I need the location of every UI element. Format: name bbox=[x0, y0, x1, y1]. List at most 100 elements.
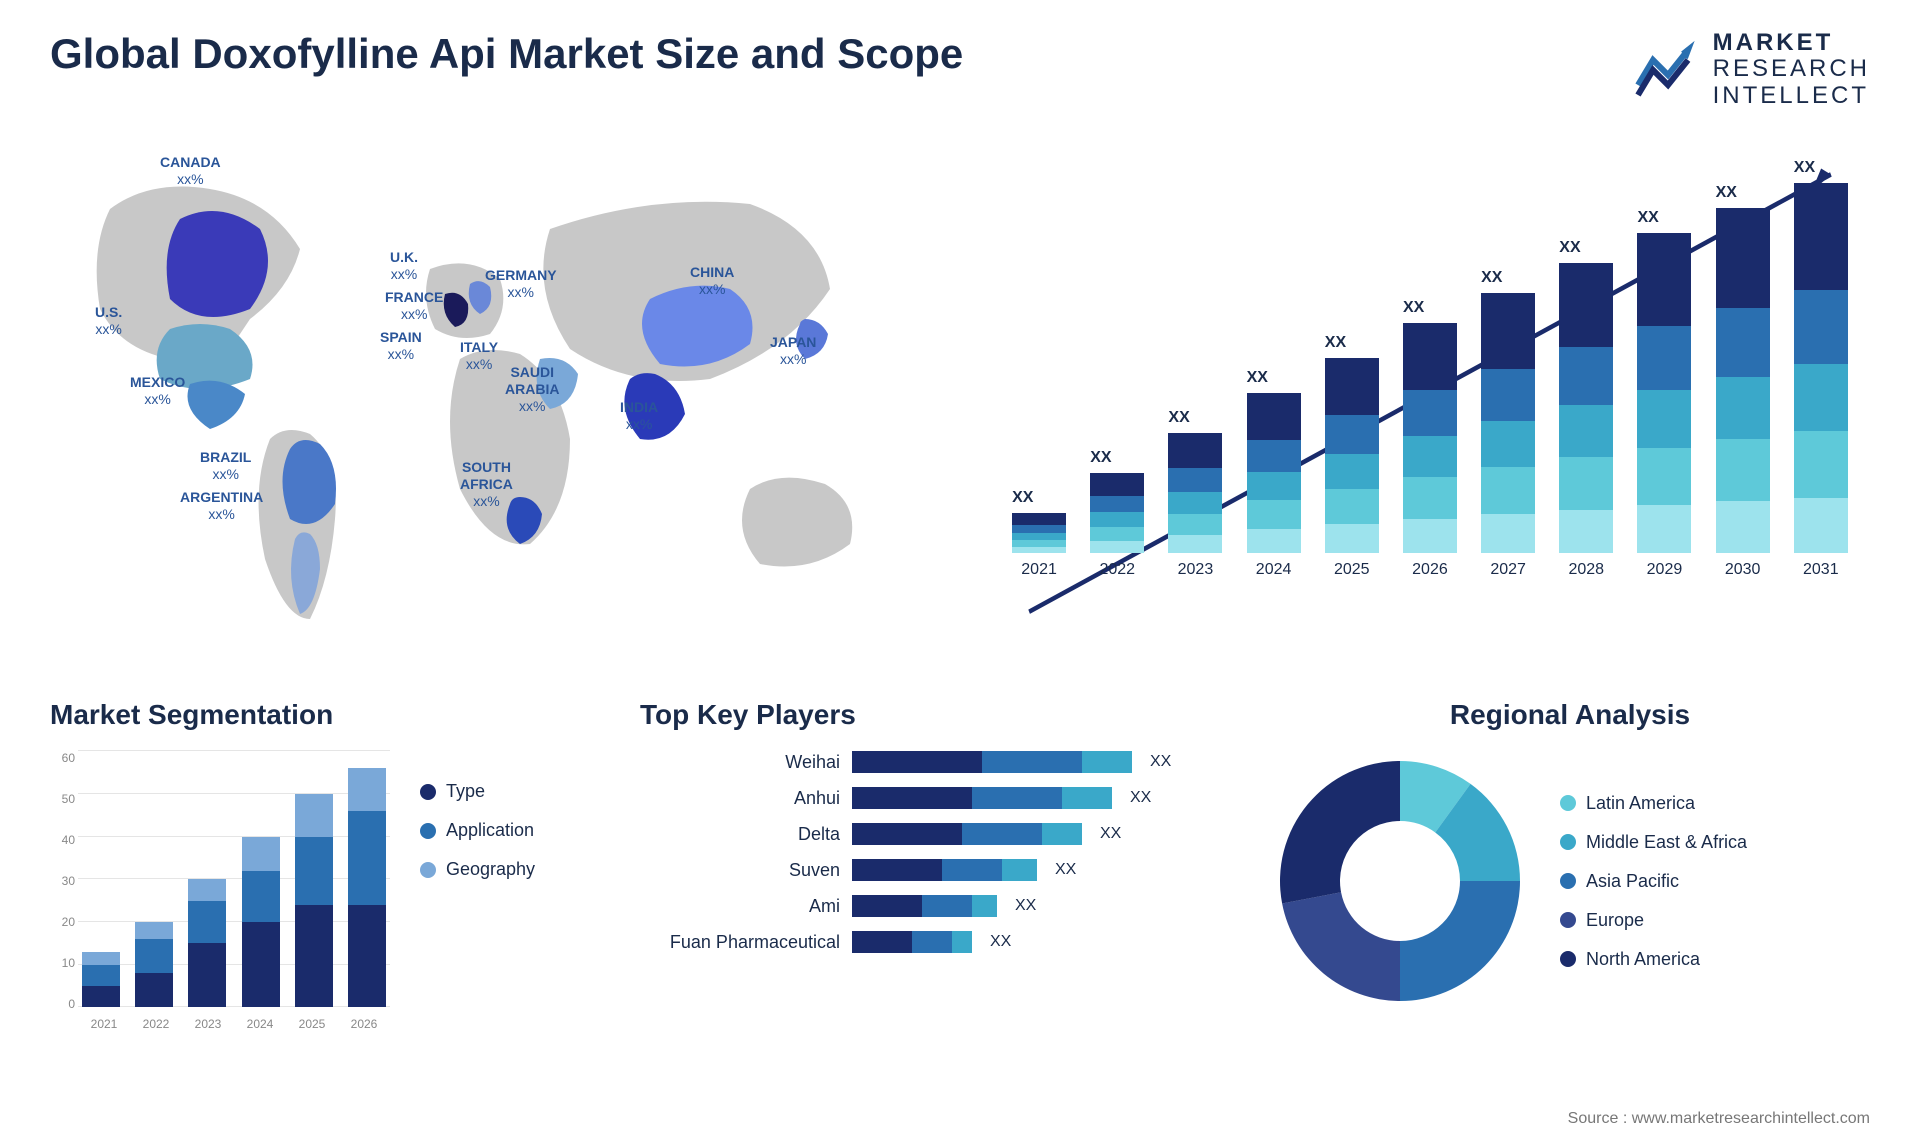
players-title: Top Key Players bbox=[640, 699, 1240, 731]
player-bar bbox=[852, 751, 1132, 773]
growth-year-label: 2030 bbox=[1725, 561, 1761, 579]
player-value: XX bbox=[990, 933, 1011, 951]
map-label-japan: JAPANxx% bbox=[770, 334, 816, 368]
growth-bar-2026: XX2026 bbox=[1401, 323, 1459, 579]
seg-legend-label: Type bbox=[446, 781, 485, 802]
regional-legend-label: Europe bbox=[1586, 910, 1644, 931]
segmentation-chart: 0102030405060 202120222023202420252026 bbox=[50, 751, 390, 1031]
seg-legend-item: Geography bbox=[420, 859, 535, 880]
growth-year-label: 2031 bbox=[1803, 561, 1839, 579]
player-value: XX bbox=[1055, 861, 1076, 879]
seg-bar-2026 bbox=[348, 768, 386, 1007]
player-name: Delta bbox=[640, 824, 840, 845]
seg-year-label: 2025 bbox=[299, 1017, 326, 1031]
growth-bar-2021: XX2021 bbox=[1010, 513, 1068, 579]
segmentation-section: Market Segmentation 0102030405060 202120… bbox=[50, 699, 610, 1031]
world-map: CANADAxx% U.S.xx% MEXICOxx% BRAZILxx% ARGENT… bbox=[50, 139, 950, 659]
donut-slice bbox=[1282, 892, 1400, 1001]
seg-legend-item: Type bbox=[420, 781, 535, 802]
growth-bar-value: XX bbox=[1012, 489, 1033, 507]
player-row: Suven XX bbox=[640, 859, 1240, 881]
seg-year-label: 2024 bbox=[247, 1017, 274, 1031]
map-label-uk: U.K.xx% bbox=[390, 249, 418, 283]
players-chart: WeihaiXXAnhuiXXDeltaXXSuvenXXAmiXXFuan P… bbox=[640, 751, 1240, 953]
player-row: DeltaXX bbox=[640, 823, 1240, 845]
seg-legend-label: Application bbox=[446, 820, 534, 841]
seg-year-label: 2026 bbox=[351, 1017, 378, 1031]
player-name: Ami bbox=[640, 896, 840, 917]
growth-bar-value: XX bbox=[1247, 369, 1268, 387]
map-label-saudiarabia: SAUDIARABIAxx% bbox=[505, 364, 559, 414]
player-name: Suven bbox=[640, 860, 840, 881]
logo-text-2: RESEARCH bbox=[1713, 56, 1870, 82]
regional-legend-item: Asia Pacific bbox=[1560, 871, 1747, 892]
growth-bar-2027: XX2027 bbox=[1479, 293, 1537, 579]
player-value: XX bbox=[1130, 789, 1151, 807]
map-label-italy: ITALYxx% bbox=[460, 339, 498, 373]
regional-legend-label: Asia Pacific bbox=[1586, 871, 1679, 892]
player-value: XX bbox=[1015, 897, 1036, 915]
growth-chart: XX2021XX2022XX2023XX2024XX2025XX2026XX20… bbox=[990, 139, 1870, 659]
player-value: XX bbox=[1150, 753, 1171, 771]
seg-bar-2024 bbox=[242, 837, 280, 1008]
seg-bar-2022 bbox=[135, 922, 173, 1007]
map-label-mexico: MEXICOxx% bbox=[130, 374, 185, 408]
regional-legend: Latin AmericaMiddle East & AfricaAsia Pa… bbox=[1560, 793, 1747, 970]
legend-dot-icon bbox=[1560, 795, 1576, 811]
map-label-southafrica: SOUTHAFRICAxx% bbox=[460, 459, 513, 509]
growth-year-label: 2026 bbox=[1412, 561, 1448, 579]
seg-legend-label: Geography bbox=[446, 859, 535, 880]
legend-dot-icon bbox=[420, 862, 436, 878]
donut-slice bbox=[1400, 881, 1520, 1001]
growth-bar-2030: XX2030 bbox=[1714, 208, 1772, 579]
growth-bar-value: XX bbox=[1637, 209, 1658, 227]
regional-legend-item: Europe bbox=[1560, 910, 1747, 931]
growth-year-label: 2029 bbox=[1647, 561, 1683, 579]
seg-bar-2025 bbox=[295, 794, 333, 1007]
brand-logo: MARKET RESEARCH INTELLECT bbox=[1633, 30, 1870, 109]
growth-bar-2022: XX2022 bbox=[1088, 473, 1146, 579]
seg-bar-2021 bbox=[82, 952, 120, 1007]
player-name: Anhui bbox=[640, 788, 840, 809]
growth-year-label: 2025 bbox=[1334, 561, 1370, 579]
segmentation-title: Market Segmentation bbox=[50, 699, 610, 731]
growth-year-label: 2022 bbox=[1099, 561, 1135, 579]
growth-bar-value: XX bbox=[1481, 269, 1502, 287]
map-label-india: INDIAxx% bbox=[620, 399, 658, 433]
page-title: Global Doxofylline Api Market Size and S… bbox=[50, 30, 963, 78]
regional-title: Regional Analysis bbox=[1270, 699, 1870, 731]
seg-y-tick: 30 bbox=[50, 874, 75, 888]
growth-bar-value: XX bbox=[1794, 159, 1815, 177]
player-row: Anhui XX bbox=[640, 787, 1240, 809]
seg-y-tick: 20 bbox=[50, 915, 75, 929]
legend-dot-icon bbox=[1560, 834, 1576, 850]
map-label-spain: SPAINxx% bbox=[380, 329, 422, 363]
legend-dot-icon bbox=[420, 823, 436, 839]
growth-year-label: 2028 bbox=[1568, 561, 1604, 579]
legend-dot-icon bbox=[1560, 873, 1576, 889]
regional-legend-label: North America bbox=[1586, 949, 1700, 970]
players-section: Top Key Players WeihaiXXAnhuiXXDeltaXXSu… bbox=[640, 699, 1240, 1031]
logo-icon bbox=[1633, 40, 1703, 100]
growth-bar-2028: XX2028 bbox=[1557, 263, 1615, 579]
growth-year-label: 2023 bbox=[1178, 561, 1214, 579]
map-label-brazil: BRAZILxx% bbox=[200, 449, 251, 483]
growth-bar-value: XX bbox=[1403, 299, 1424, 317]
regional-donut bbox=[1270, 751, 1530, 1011]
growth-year-label: 2027 bbox=[1490, 561, 1526, 579]
seg-year-label: 2021 bbox=[91, 1017, 118, 1031]
map-label-argentina: ARGENTINAxx% bbox=[180, 489, 263, 523]
map-label-canada: CANADAxx% bbox=[160, 154, 221, 188]
growth-bar-2029: XX2029 bbox=[1635, 233, 1693, 579]
regional-legend-label: Latin America bbox=[1586, 793, 1695, 814]
map-label-us: U.S.xx% bbox=[95, 304, 122, 338]
seg-y-tick: 40 bbox=[50, 833, 75, 847]
regional-section: Regional Analysis Latin AmericaMiddle Ea… bbox=[1270, 699, 1870, 1031]
growth-year-label: 2024 bbox=[1256, 561, 1292, 579]
seg-y-tick: 0 bbox=[50, 997, 75, 1011]
legend-dot-icon bbox=[420, 784, 436, 800]
growth-bar-2025: XX2025 bbox=[1323, 358, 1381, 579]
growth-bar-value: XX bbox=[1716, 184, 1737, 202]
seg-y-tick: 60 bbox=[50, 751, 75, 765]
seg-year-label: 2022 bbox=[143, 1017, 170, 1031]
